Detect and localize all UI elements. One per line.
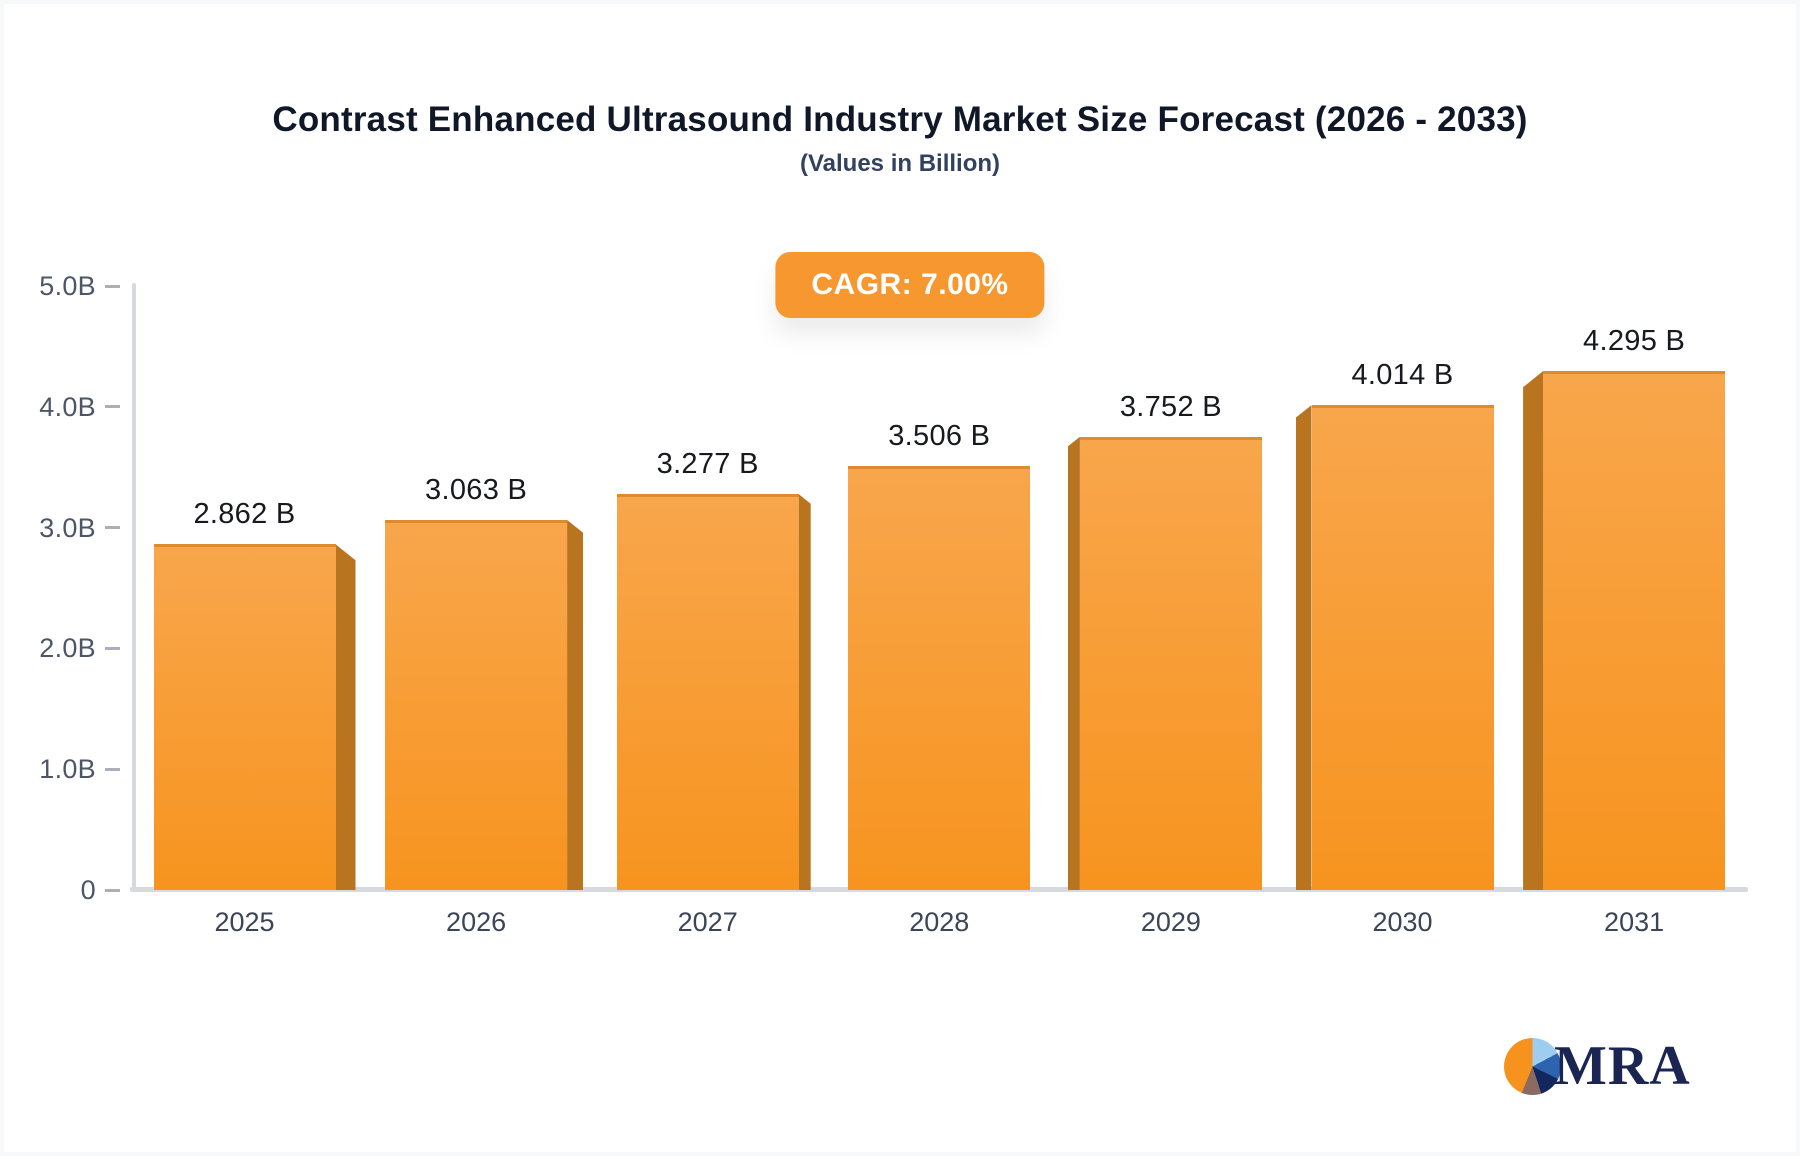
y-axis-tick <box>105 646 120 650</box>
y-axis-tick <box>105 888 120 892</box>
cagr-badge: CAGR: 7.00% <box>775 252 1045 318</box>
x-axis-label: 2025 <box>214 907 275 937</box>
chart-canvas: Contrast Enhanced Ultrasound Industry Ma… <box>4 4 1796 1152</box>
y-axis-tick <box>105 526 120 530</box>
y-axis-line <box>132 283 136 891</box>
bar-value-label: 4.295 B <box>1583 325 1686 358</box>
x-axis-label: 2029 <box>1140 907 1201 937</box>
x-axis-label: 2031 <box>1604 907 1665 937</box>
bar-3d-side <box>1067 436 1080 890</box>
bar-2025[interactable] <box>153 544 336 890</box>
bar-value-label: 4.014 B <box>1351 359 1454 392</box>
mra-logo: MRA <box>1504 1038 1691 1095</box>
bar-3d-side <box>335 544 356 890</box>
mra-logo-pie-icon <box>1504 1038 1561 1095</box>
chart-title: Contrast Enhanced Ultrasound Industry Ma… <box>272 100 1528 139</box>
y-axis-tick-label: 2.0B <box>39 633 96 664</box>
x-axis-label: 2030 <box>1372 907 1433 937</box>
bar-value-label: 3.506 B <box>888 420 991 453</box>
bar-value-label: 3.063 B <box>425 473 528 506</box>
y-axis-tick-label: 0 <box>80 875 96 905</box>
x-axis-label: 2028 <box>909 907 970 937</box>
x-axis-label: 2027 <box>677 907 738 937</box>
y-axis-tick-label: 4.0B <box>39 391 96 422</box>
bar-2030[interactable] <box>1311 405 1494 890</box>
y-axis-tick-label: 5.0B <box>39 271 96 301</box>
y-axis-tick <box>105 284 120 288</box>
bar-2026[interactable] <box>385 520 568 890</box>
bar-2028[interactable] <box>848 466 1031 890</box>
y-axis-tick-label: 3.0B <box>39 512 96 543</box>
chart-subtitle: (Values in Billion) <box>799 150 1001 177</box>
bar-3d-side <box>798 494 811 890</box>
y-axis-tick-label: 1.0B <box>39 754 96 785</box>
bar-3d-side <box>1295 405 1312 890</box>
x-axis-label: 2026 <box>446 907 507 937</box>
bar-value-label: 3.277 B <box>656 448 759 481</box>
y-axis-tick <box>105 767 120 771</box>
bar-2031[interactable] <box>1543 371 1726 890</box>
bar-3d-side <box>567 520 584 890</box>
bar-3d-side <box>1523 371 1544 890</box>
bar-2027[interactable] <box>616 494 799 890</box>
y-axis-tick <box>105 405 120 409</box>
mra-logo-text: MRA <box>1554 1035 1691 1097</box>
bar-2029[interactable] <box>1079 436 1262 890</box>
bar-value-label: 3.752 B <box>1119 390 1222 423</box>
bar-value-label: 2.862 B <box>193 498 296 531</box>
